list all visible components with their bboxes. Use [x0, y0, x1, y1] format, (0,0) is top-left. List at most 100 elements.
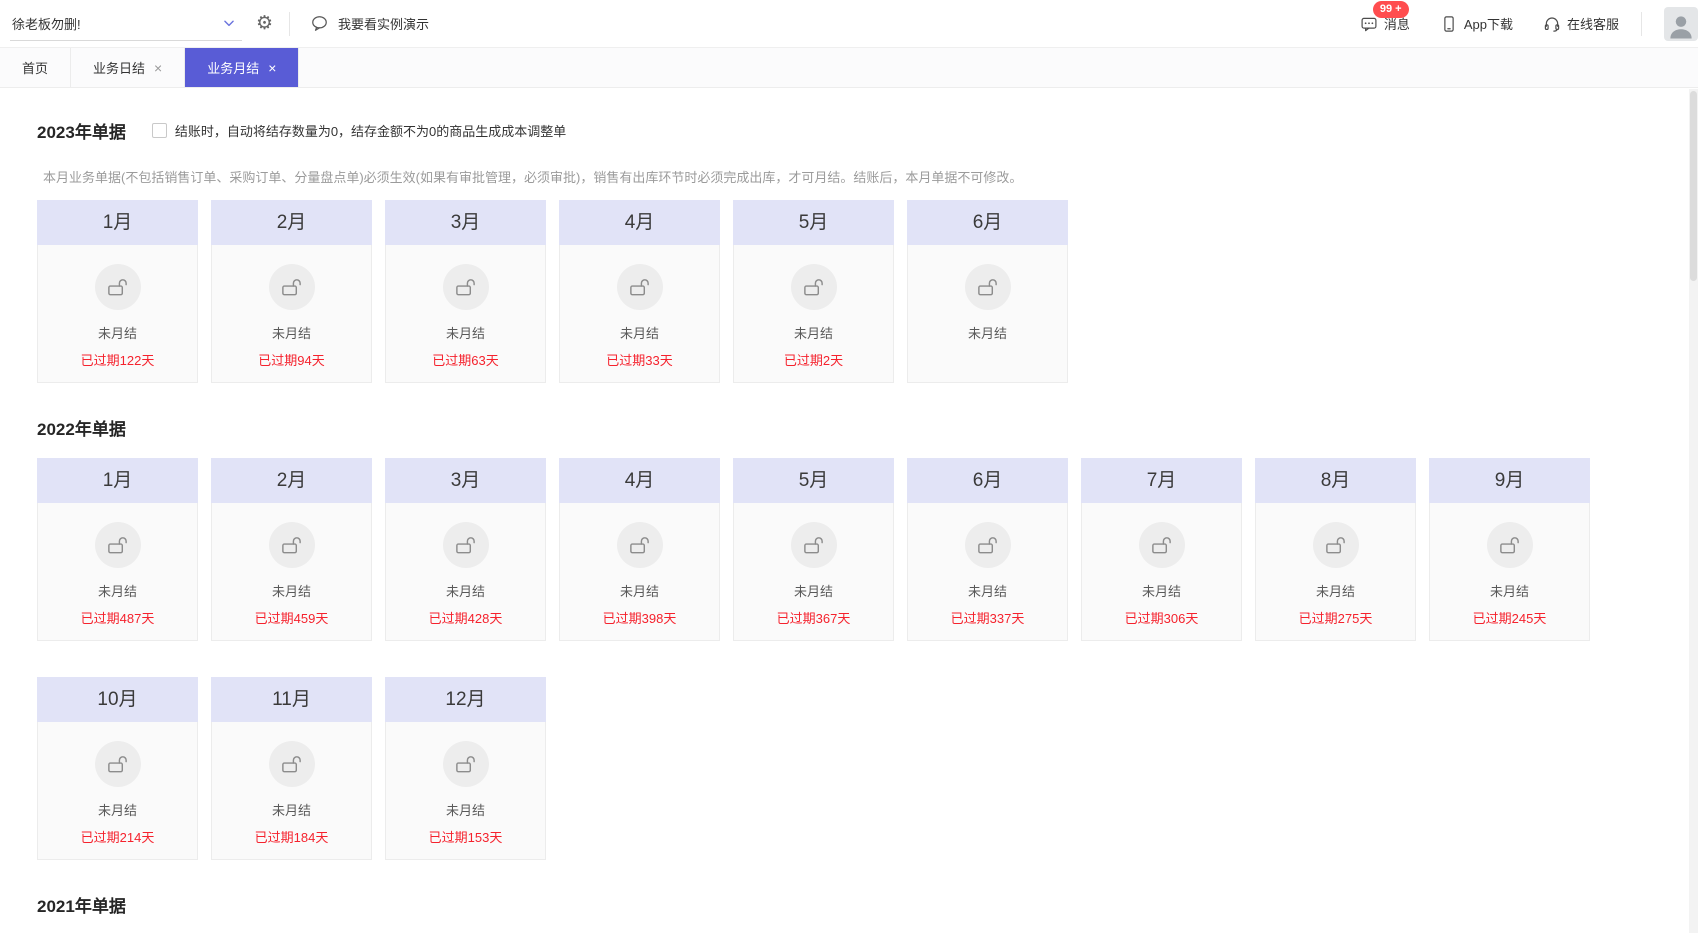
account-select[interactable]: 徐老板勿删!	[10, 7, 242, 41]
auto-adjust-checkbox-row[interactable]: 结账时，自动将结存数量为0，结存金额不为0的商品生成成本调整单	[151, 121, 567, 140]
unlock-icon	[442, 522, 489, 568]
month-card-body: 未月结已过期184天	[211, 722, 372, 860]
month-card[interactable]: 5月未月结已过期367天	[733, 458, 894, 641]
month-card[interactable]: 2月 未月结 已过期459天	[211, 458, 372, 641]
app-download-button[interactable]: App下载	[1440, 14, 1513, 33]
month-label: 11月	[211, 677, 372, 722]
section-2: 2021年单据	[37, 892, 1661, 917]
month-card-body: 未月结 已过期214天	[37, 722, 198, 860]
month-card-body: 未月结已过期459天	[211, 503, 372, 641]
month-expired: 已过期33天	[606, 353, 673, 368]
section-head: 2021年单据	[37, 892, 1661, 917]
gear-icon[interactable]: ⚙	[256, 13, 274, 34]
section-1: 2022年单据 1月 未月结 已过期487天 2月 未月结 已过期459天 3月 未月结 已过期4…	[37, 415, 1661, 860]
month-card[interactable]: 12月 未月结 已过期153天	[385, 677, 546, 860]
scrollbar-track[interactable]	[1689, 89, 1698, 933]
month-card[interactable]: 5月 未月结 已过期2天	[733, 200, 894, 383]
tab-label: 业务日结	[93, 61, 146, 76]
checkbox-label: 结账时，自动将结存数量为0，结存金额不为0的商品生成成本调整单	[174, 124, 567, 139]
month-expired: 已过期306天	[1124, 611, 1199, 626]
month-label: 4月	[559, 458, 720, 503]
unlock-icon	[268, 522, 315, 568]
messages-button[interactable]: 消息 99 +	[1360, 1, 1410, 33]
checkbox[interactable]	[151, 123, 167, 138]
month-card[interactable]: 11月未月结已过期184天	[211, 677, 372, 860]
month-card-body: 未月结已过期367天	[733, 503, 894, 641]
top-bar: 徐老板勿删! ⚙ 我要看实例演示 消息 99 + App下载	[0, 0, 1698, 48]
online-service-button[interactable]: 在线客服	[1543, 14, 1619, 33]
section-0: 2023年单据 结账时，自动将结存数量为0，结存金额不为0的商品生成成本调整单 本月…	[37, 118, 1661, 383]
month-status: 未月结	[97, 803, 137, 818]
month-label: 8月	[1255, 458, 1416, 503]
month-expired: 已过期459天	[254, 611, 329, 626]
messages-label: 消息	[1383, 17, 1410, 32]
unlock-icon	[442, 264, 489, 310]
month-card[interactable]: 3月 未月结 已过期63天	[385, 200, 546, 383]
month-label: 5月	[733, 200, 894, 245]
speech-bubble-icon	[310, 14, 329, 33]
tab-label: 首页	[22, 61, 49, 76]
demo-link-label: 我要看实例演示	[338, 17, 430, 32]
unlock-icon	[964, 522, 1011, 568]
month-label: 4月	[559, 200, 720, 245]
month-card[interactable]: 1月 未月结 已过期487天	[37, 458, 198, 641]
month-card[interactable]: 4月未月结已过期33天	[559, 200, 720, 383]
user-avatar[interactable]	[1664, 6, 1698, 41]
demo-link[interactable]: 我要看实例演示	[310, 14, 429, 33]
month-label: 12月	[385, 677, 546, 722]
month-label: 3月	[385, 200, 546, 245]
month-status: 未月结	[271, 803, 311, 818]
month-label: 6月	[907, 458, 1068, 503]
close-icon[interactable]: ×	[154, 59, 163, 76]
section-title: 2021年单据	[37, 897, 126, 916]
tab-home[interactable]: 首页	[0, 48, 72, 87]
unlock-icon	[268, 264, 315, 310]
unlock-icon	[94, 264, 141, 310]
month-card[interactable]: 1月 未月结 已过期122天	[37, 200, 198, 383]
close-icon[interactable]: ×	[268, 59, 277, 76]
month-card[interactable]: 3月 未月结 已过期428天	[385, 458, 546, 641]
month-card[interactable]: 10月 未月结 已过期214天	[37, 677, 198, 860]
month-label: 5月	[733, 458, 894, 503]
month-card[interactable]: 6月 未月结	[907, 200, 1068, 383]
tab-bar: 首页 业务日结 × 业务月结 ×	[0, 48, 1698, 88]
month-card[interactable]: 8月 未月结 已过期275天	[1255, 458, 1416, 641]
month-expired: 已过期367天	[776, 611, 851, 626]
month-card[interactable]: 7月 未月结 已过期306天	[1081, 458, 1242, 641]
unlock-icon	[964, 264, 1011, 310]
headset-icon	[1543, 15, 1561, 33]
month-status: 未月结	[793, 584, 833, 599]
month-status: 未月结	[97, 584, 137, 599]
month-status: 未月结	[271, 584, 311, 599]
month-card-body: 未月结 已过期398天	[559, 503, 720, 641]
month-card[interactable]: 2月 未月结 已过期94天	[211, 200, 372, 383]
scrollbar-thumb[interactable]	[1690, 91, 1697, 281]
month-card[interactable]: 6月 未月结 已过期337天	[907, 458, 1068, 641]
tab-item-1[interactable]: 业务日结 ×	[71, 48, 186, 87]
month-card-body: 未月结 已过期275天	[1255, 503, 1416, 641]
month-label: 10月	[37, 677, 198, 722]
month-status: 未月结	[619, 326, 659, 341]
month-expired: 已过期184天	[254, 830, 329, 845]
month-card-body: 未月结 已过期63天	[385, 245, 546, 383]
unlock-icon	[442, 741, 489, 787]
month-card-body: 未月结	[907, 245, 1068, 383]
section-title: 2022年单据	[37, 420, 126, 439]
month-card-body: 未月结 已过期122天	[37, 245, 198, 383]
month-expired: 已过期153天	[428, 830, 503, 845]
month-expired: 已过期122天	[80, 353, 155, 368]
month-label: 6月	[907, 200, 1068, 245]
month-status: 未月结	[445, 326, 485, 341]
month-expired: 已过期398天	[602, 611, 677, 626]
month-card[interactable]: 9月 未月结 已过期245天	[1429, 458, 1590, 641]
month-label: 1月	[37, 458, 198, 503]
month-card[interactable]: 4月 未月结 已过期398天	[559, 458, 720, 641]
unlock-icon	[616, 522, 663, 568]
month-expired: 已过期2天	[783, 353, 844, 368]
topbar-right: 消息 99 + App下载 在线客服	[1330, 1, 1698, 41]
unlock-icon	[94, 522, 141, 568]
month-cards: 1月 未月结 已过期487天 2月 未月结 已过期459天 3月 未月结 已过期428天 4月 未月…	[37, 458, 1661, 860]
tab-item-2[interactable]: 业务月结 ×	[185, 48, 300, 87]
month-expired: 已过期275天	[1298, 611, 1373, 626]
month-expired: 已过期337天	[950, 611, 1025, 626]
